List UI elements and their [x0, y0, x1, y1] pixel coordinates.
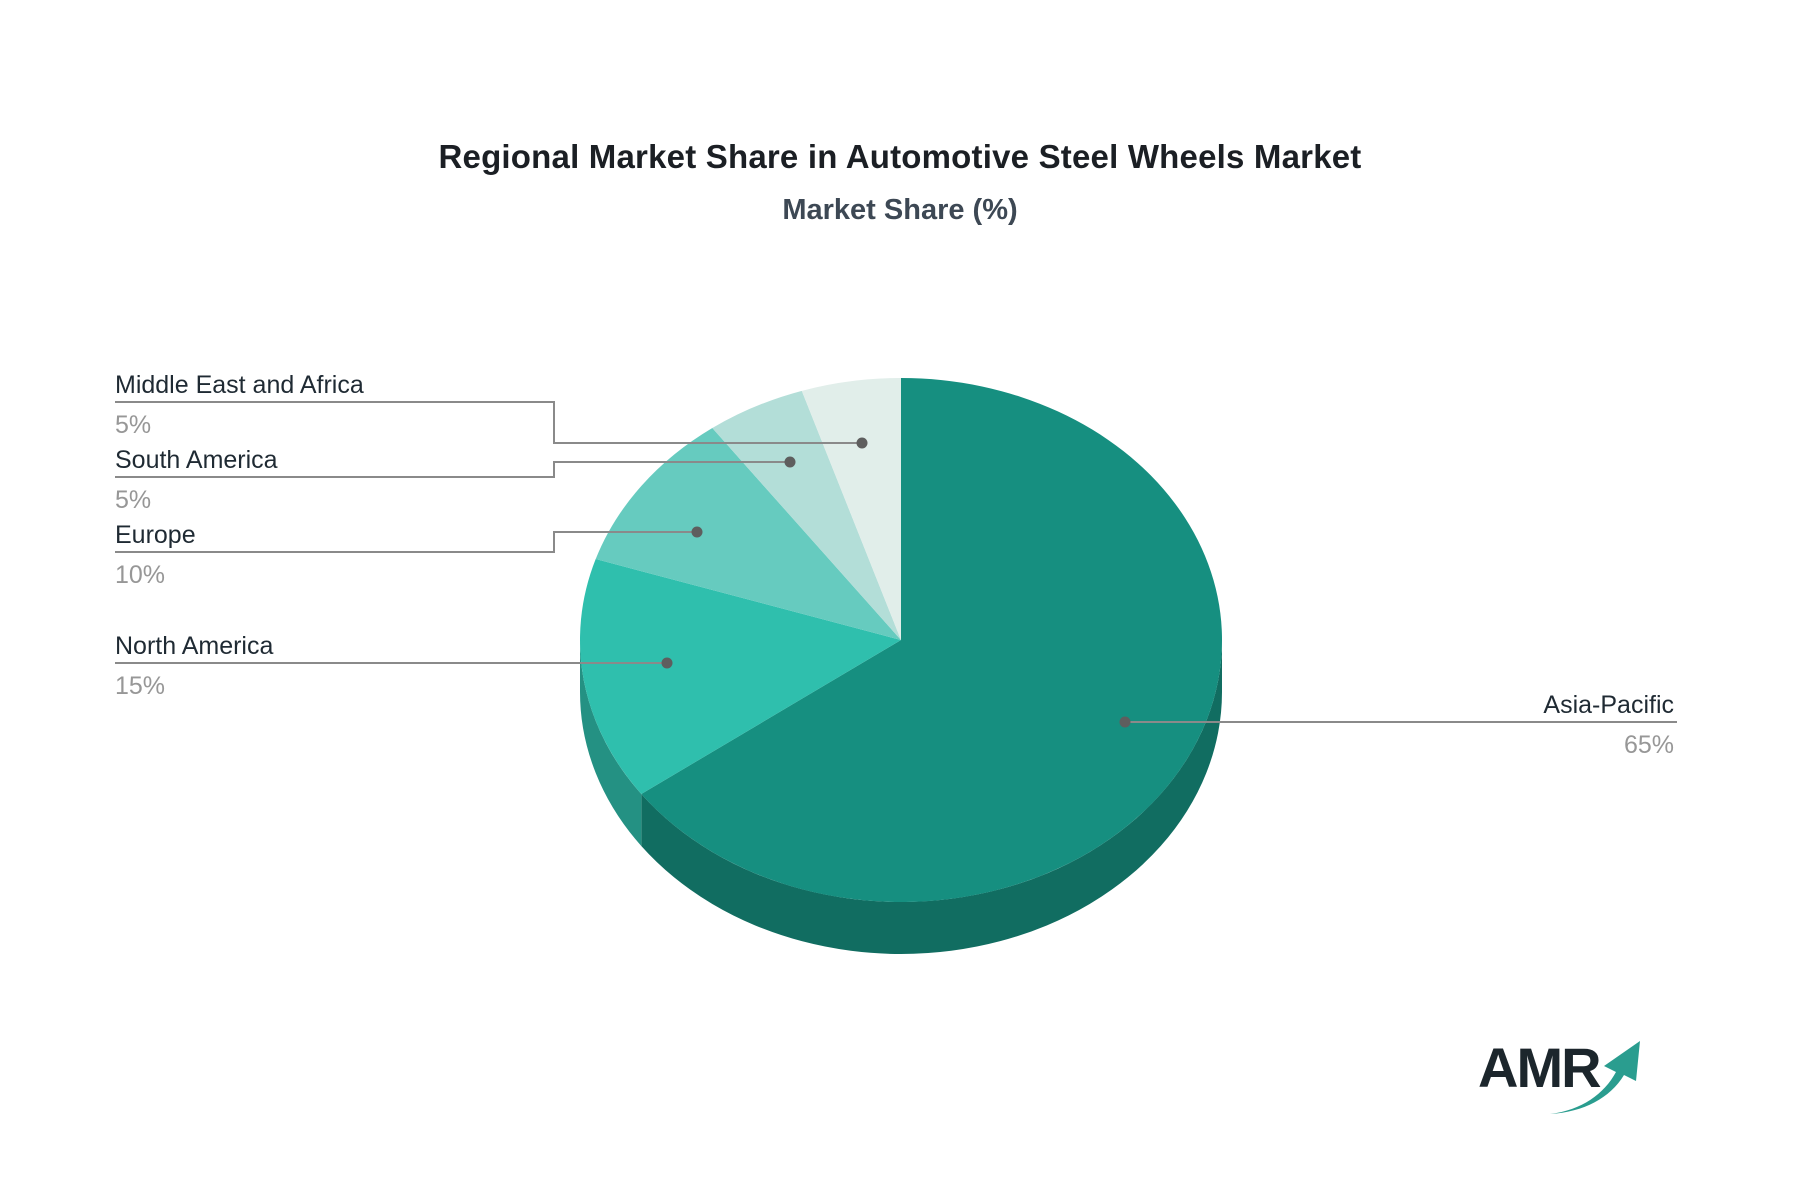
pie-slice-side-asia-pacific	[641, 640, 1222, 954]
leader-line-europe	[115, 531, 697, 553]
pie-slice-europe[interactable]	[595, 428, 901, 640]
leader-line-middle-east-and-africa	[115, 401, 862, 444]
leader-dot-north-america	[661, 657, 673, 669]
slice-label: Asia-Pacific	[1543, 691, 1674, 719]
callout-north-america: North America 15%	[115, 629, 273, 703]
slice-percent: 5%	[115, 486, 152, 514]
callout-south-america: South America 5%	[115, 443, 278, 517]
slice-label: Middle East and Africa	[115, 371, 364, 399]
leader-dot-europe	[691, 526, 703, 538]
callout-asia-pacific: Asia-Pacific 65%	[1543, 688, 1674, 762]
slice-percent: 65%	[1623, 731, 1674, 759]
leader-dot-middle-east-and-africa	[856, 437, 868, 449]
amr-logo-text: AMR	[1478, 1036, 1602, 1099]
slice-label: Europe	[115, 521, 196, 549]
slice-label: South America	[115, 446, 278, 474]
amr-logo-arrow-icon	[1550, 1041, 1640, 1114]
chart-title: Regional Market Share in Automotive Stee…	[438, 138, 1362, 175]
pie-slice-north-america[interactable]	[580, 559, 901, 794]
slice-percent: 10%	[115, 561, 166, 589]
slice-percent: 5%	[115, 411, 152, 439]
amr-logo: AMR	[1478, 1028, 1678, 1128]
pie-slice-asia-pacific[interactable]	[641, 378, 1223, 902]
slice-label: North America	[115, 632, 274, 660]
pie-slice-south-america[interactable]	[712, 390, 901, 640]
callout-middle-east-and-africa: Middle East and Africa 5%	[115, 368, 364, 442]
pie-slice-side-north-america	[580, 640, 642, 846]
leader-dot-south-america	[784, 456, 796, 468]
chart-subtitle: Market Share (%)	[782, 194, 1018, 226]
callout-europe: Europe 10%	[115, 518, 196, 592]
leader-dot-asia-pacific	[1119, 716, 1131, 728]
leader-line-south-america	[115, 461, 790, 478]
slice-percent: 15%	[115, 672, 166, 700]
